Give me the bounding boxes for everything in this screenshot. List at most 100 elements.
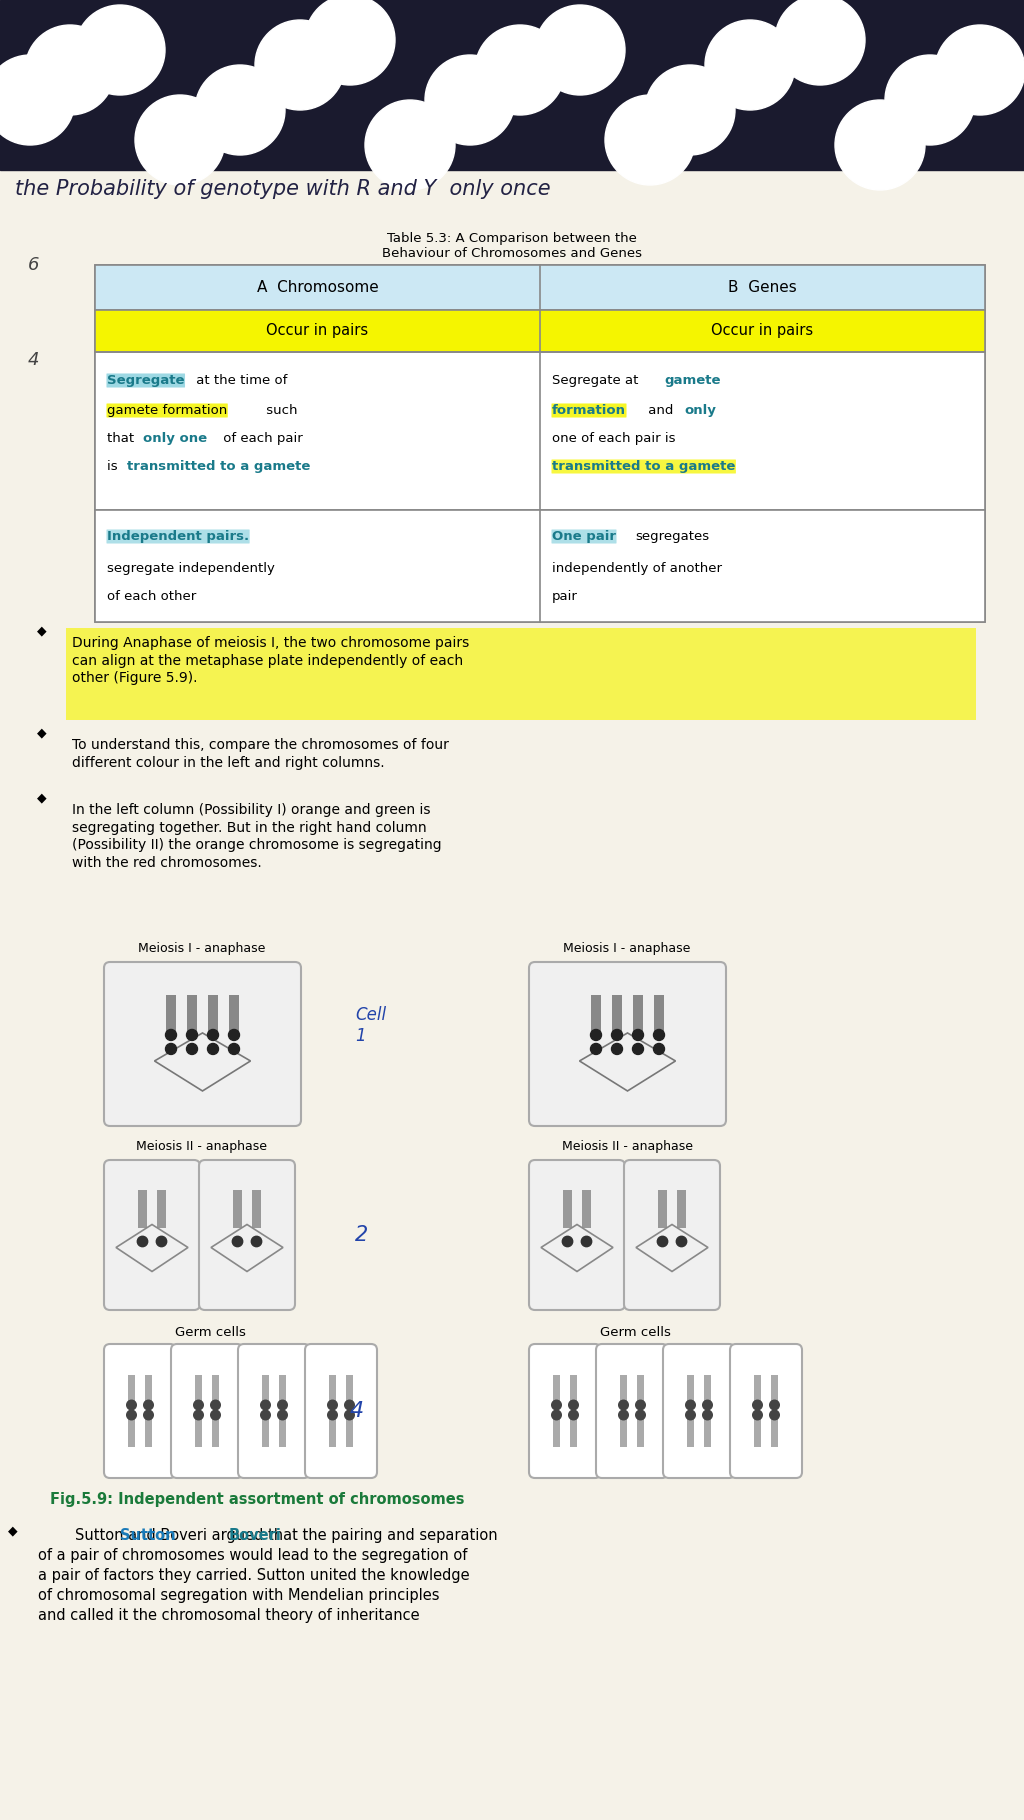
Text: 4: 4 — [350, 1401, 365, 1421]
Bar — [687, 1414, 694, 1447]
Text: gamete formation: gamete formation — [106, 404, 227, 417]
Circle shape — [328, 1410, 337, 1420]
Bar — [569, 1414, 578, 1447]
Bar — [346, 1414, 353, 1447]
Bar — [553, 1374, 560, 1407]
Bar — [208, 996, 218, 1039]
Text: To understand this, compare the chromosomes of four
different colour in the left: To understand this, compare the chromoso… — [72, 737, 449, 770]
Text: Germ cells: Germ cells — [174, 1327, 246, 1340]
Circle shape — [636, 1400, 645, 1410]
Text: Sutton: Sutton — [120, 1529, 176, 1543]
Text: A  Chromosome: A Chromosome — [257, 280, 379, 295]
Text: the Probability of genotype with R and Y  only once: the Probability of genotype with R and Y… — [15, 178, 551, 198]
Text: Table 5.3: A Comparison between the
Behaviour of Chromosomes and Genes: Table 5.3: A Comparison between the Beha… — [382, 231, 642, 260]
Circle shape — [653, 1030, 665, 1041]
Text: only one: only one — [143, 431, 207, 446]
Bar — [754, 1374, 761, 1407]
Bar — [229, 996, 239, 1039]
Circle shape — [702, 1410, 713, 1420]
Bar — [279, 1374, 287, 1407]
Circle shape — [591, 1043, 601, 1054]
Text: Meiosis I - anaphase: Meiosis I - anaphase — [138, 943, 265, 956]
Bar — [771, 1374, 778, 1407]
Circle shape — [775, 0, 865, 86]
Circle shape — [194, 1410, 204, 1420]
FancyBboxPatch shape — [529, 1343, 601, 1478]
Text: only: only — [684, 404, 716, 417]
Circle shape — [278, 1410, 288, 1420]
Text: at the time of: at the time of — [193, 373, 288, 388]
Circle shape — [611, 1043, 623, 1054]
Circle shape — [633, 1043, 643, 1054]
Circle shape — [753, 1400, 762, 1410]
Circle shape — [618, 1410, 629, 1420]
Circle shape — [935, 25, 1024, 115]
Circle shape — [676, 1236, 687, 1247]
Circle shape — [552, 1400, 561, 1410]
Circle shape — [135, 95, 225, 186]
Bar — [144, 1374, 153, 1407]
Bar — [95, 266, 985, 622]
Bar — [212, 1414, 219, 1447]
Bar — [95, 266, 985, 309]
Text: is: is — [106, 460, 122, 473]
FancyBboxPatch shape — [104, 963, 301, 1127]
Circle shape — [261, 1400, 270, 1410]
Text: pair: pair — [552, 590, 578, 602]
Text: Occur in pairs: Occur in pairs — [266, 324, 369, 339]
Circle shape — [143, 1410, 154, 1420]
Circle shape — [228, 1043, 240, 1054]
Circle shape — [186, 1043, 198, 1054]
Circle shape — [365, 100, 455, 189]
Text: 6: 6 — [28, 257, 40, 275]
Bar — [658, 1190, 667, 1228]
Text: In the left column (Possibility I) orange and green is
segregating together. But: In the left column (Possibility I) orang… — [72, 803, 441, 870]
Circle shape — [194, 1400, 204, 1410]
Circle shape — [186, 1030, 198, 1041]
Circle shape — [702, 1400, 713, 1410]
Bar — [262, 1414, 269, 1447]
FancyBboxPatch shape — [104, 1343, 176, 1478]
Circle shape — [636, 1410, 645, 1420]
Circle shape — [705, 20, 795, 109]
Text: of each other: of each other — [106, 590, 197, 602]
Bar — [540, 309, 985, 351]
Circle shape — [25, 25, 115, 115]
Text: Meiosis II - anaphase: Meiosis II - anaphase — [136, 1139, 267, 1154]
Bar — [591, 996, 601, 1039]
FancyBboxPatch shape — [529, 1159, 625, 1310]
Text: ◆: ◆ — [37, 792, 47, 804]
Circle shape — [568, 1410, 579, 1420]
Bar — [128, 1414, 135, 1447]
Bar — [252, 1190, 261, 1228]
Circle shape — [208, 1030, 218, 1041]
Circle shape — [686, 1410, 695, 1420]
Text: transmitted to a gamete: transmitted to a gamete — [552, 460, 735, 473]
Circle shape — [605, 95, 695, 186]
FancyBboxPatch shape — [171, 1343, 243, 1478]
Text: segregates: segregates — [635, 530, 710, 542]
Circle shape — [770, 1410, 779, 1420]
Circle shape — [633, 1030, 643, 1041]
Text: 2: 2 — [355, 1225, 369, 1245]
Circle shape — [611, 1030, 623, 1041]
Bar — [620, 1374, 628, 1407]
FancyBboxPatch shape — [104, 1159, 200, 1310]
Bar — [144, 1414, 153, 1447]
FancyBboxPatch shape — [199, 1159, 295, 1310]
Bar — [158, 1190, 166, 1228]
Circle shape — [475, 25, 565, 115]
Text: Fig.5.9: Independent assortment of chromosomes: Fig.5.9: Independent assortment of chrom… — [50, 1492, 465, 1507]
Bar — [195, 1374, 203, 1407]
Bar — [95, 351, 985, 510]
Bar — [553, 1414, 560, 1447]
Bar — [583, 1190, 591, 1228]
Circle shape — [657, 1236, 668, 1247]
Bar — [95, 309, 985, 351]
Circle shape — [645, 66, 735, 155]
Text: 4: 4 — [28, 351, 40, 369]
Bar — [687, 1374, 694, 1407]
Circle shape — [195, 66, 285, 155]
Text: Boveri: Boveri — [229, 1529, 282, 1543]
Circle shape — [251, 1236, 262, 1247]
